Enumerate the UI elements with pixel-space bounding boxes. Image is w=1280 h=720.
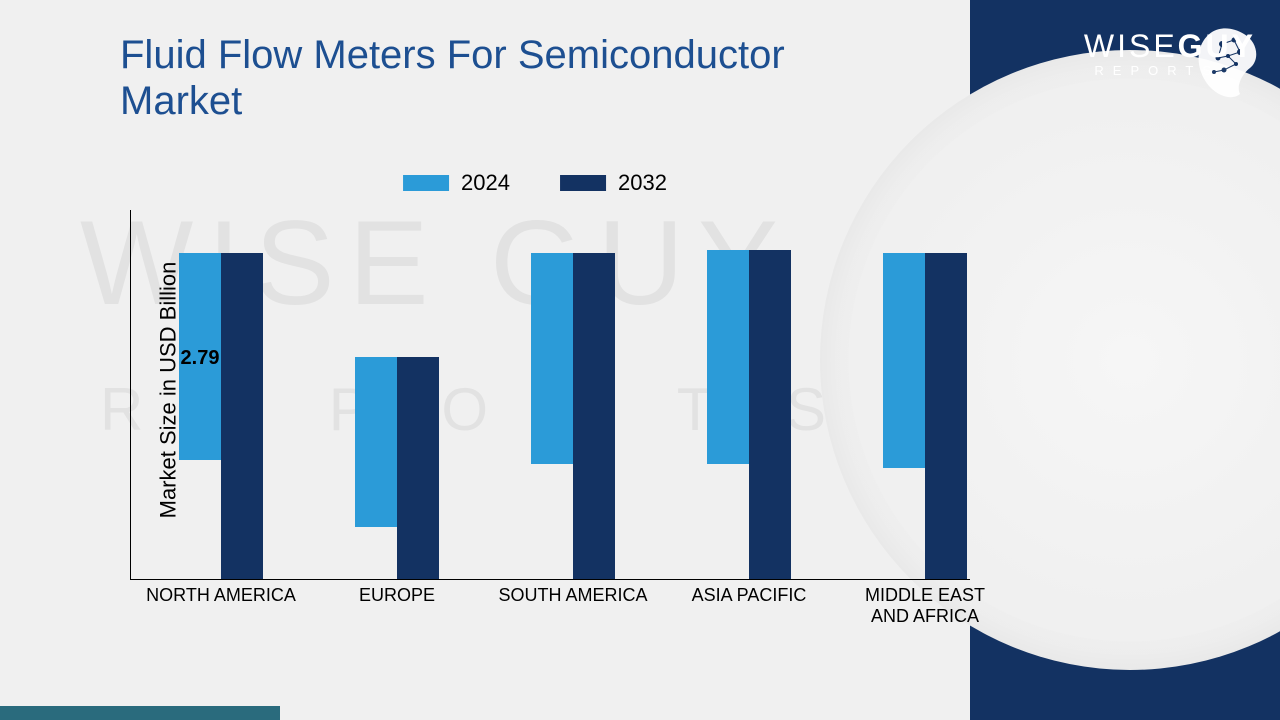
- chart-canvas: WISEGUY REPORTS Fluid Flow Meters For Se…: [0, 0, 1280, 720]
- bar-group: [161, 253, 281, 579]
- category-label: NORTH AMERICA: [146, 579, 296, 606]
- bottom-accent-bar: [0, 706, 280, 720]
- bar-2032: [397, 357, 439, 579]
- bar-group: [865, 253, 985, 579]
- legend-label-2032: 2032: [618, 170, 667, 196]
- bar-2032: [573, 253, 615, 579]
- bar-group: [337, 357, 457, 579]
- bar-2032: [925, 253, 967, 579]
- bar-2024: [707, 250, 749, 465]
- category-label: MIDDLE EAST AND AFRICA: [850, 579, 1000, 626]
- category-label: EUROPE: [322, 579, 472, 606]
- brand-word-1: WISE: [1084, 28, 1178, 64]
- legend-label-2024: 2024: [461, 170, 510, 196]
- bar-2032: [749, 250, 791, 579]
- bar-2024: [883, 253, 925, 468]
- plot-area: 2.79NORTH AMERICAEUROPESOUTH AMERICAASIA…: [130, 210, 970, 580]
- legend-swatch-2024: [403, 175, 449, 191]
- category-label: SOUTH AMERICA: [498, 579, 648, 606]
- bar-chart: Market Size in USD Billion 2024 2032 2.7…: [100, 170, 970, 610]
- bar-2024: [355, 357, 397, 527]
- bar-2024: [531, 253, 573, 464]
- chart-title: Fluid Flow Meters For Semiconductor Mark…: [120, 32, 880, 124]
- bar-group: [513, 253, 633, 579]
- brand-word-2: GUY: [1178, 28, 1256, 64]
- category-label: ASIA PACIFIC: [674, 579, 824, 606]
- brand-logo-text: WISEGUY REPORTS: [1084, 28, 1256, 78]
- bar-value-label: 2.79: [181, 347, 220, 370]
- bar-2032: [221, 253, 263, 579]
- legend-swatch-2032: [560, 175, 606, 191]
- legend-item-2032: 2032: [560, 170, 667, 196]
- bar-group: [689, 250, 809, 579]
- legend: 2024 2032: [403, 170, 667, 196]
- brand-subtitle: REPORTS: [1084, 63, 1220, 78]
- legend-item-2024: 2024: [403, 170, 510, 196]
